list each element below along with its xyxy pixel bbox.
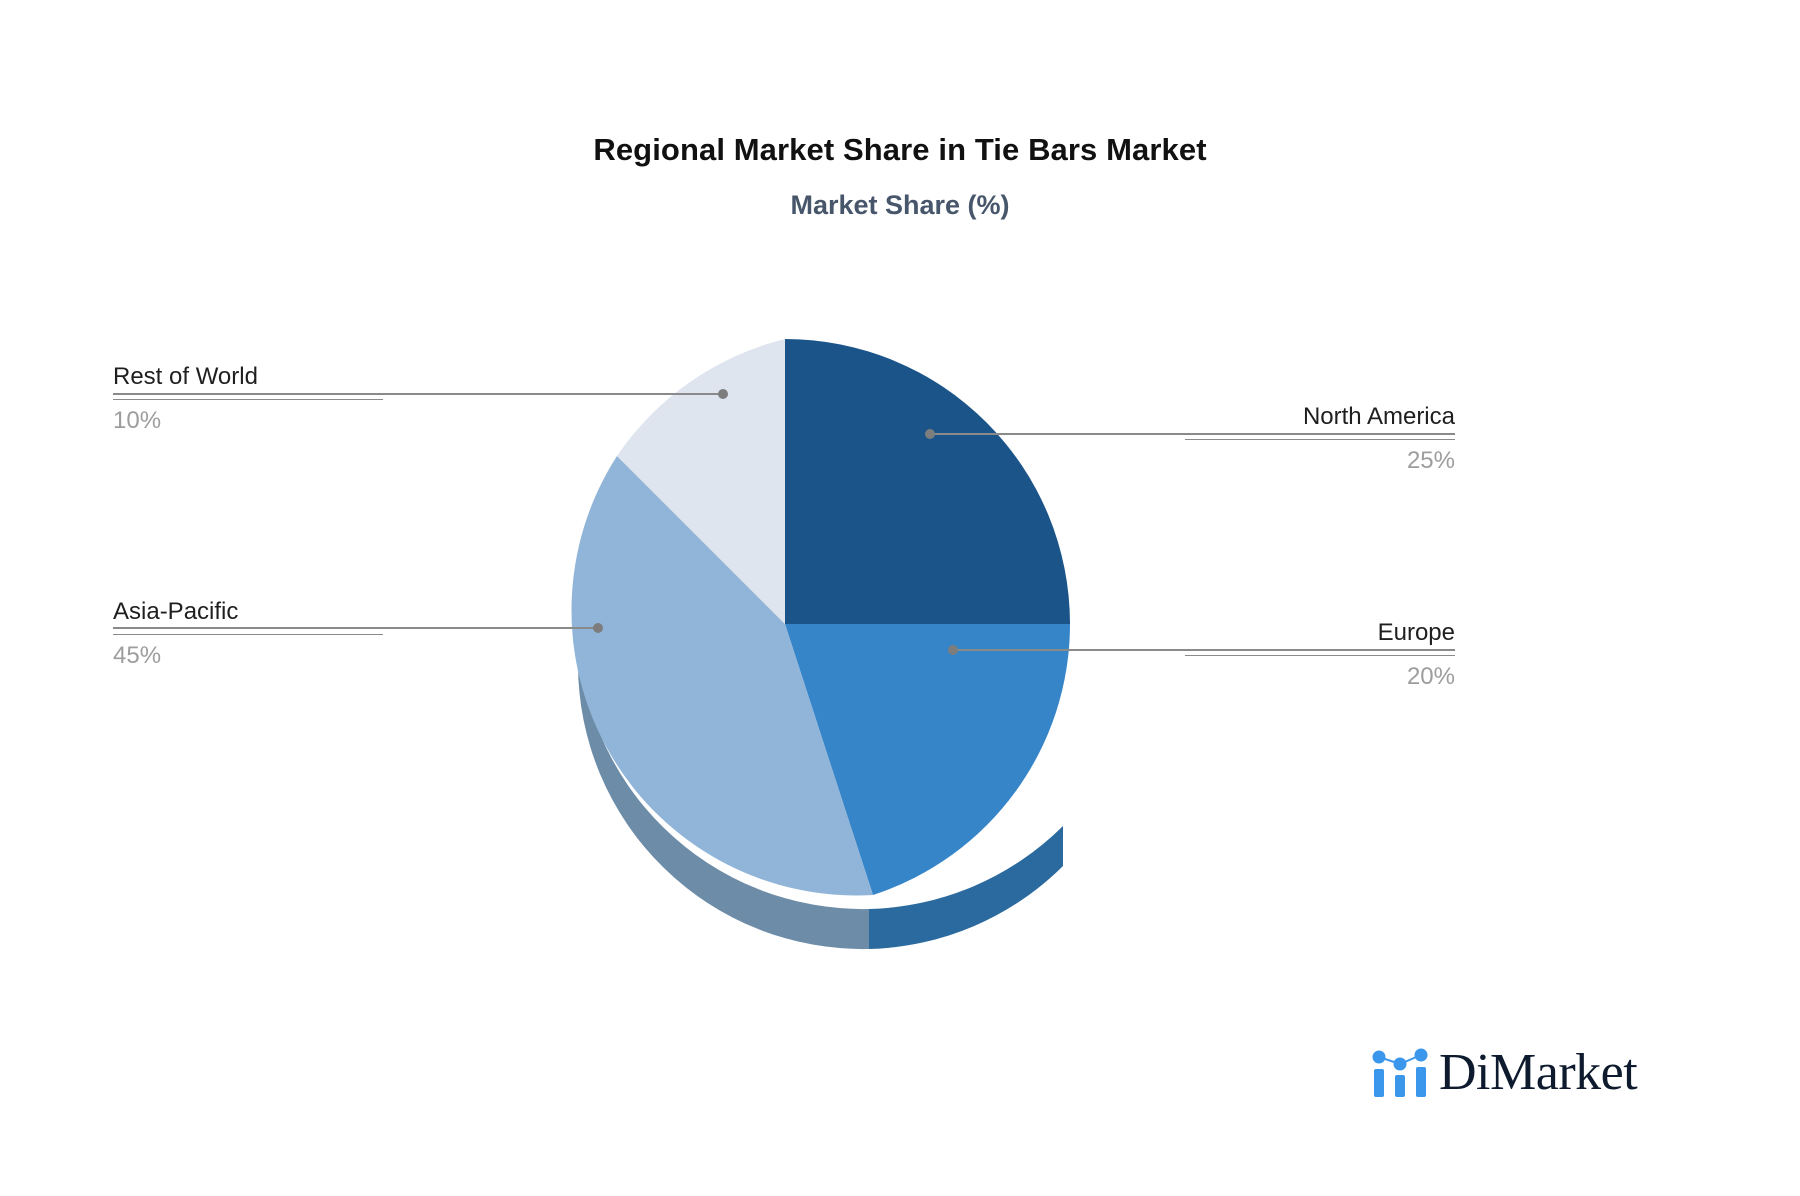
slice-label-europe: Europe 20% — [1185, 618, 1455, 692]
slice-label-rule — [1185, 655, 1455, 656]
slice-label-north-america: North America 25% — [1185, 402, 1455, 476]
leader-dot-europe — [948, 645, 958, 655]
slice-label-rest-of-world: Rest of World 10% — [113, 362, 383, 436]
brand-name: DiMarket — [1439, 1044, 1638, 1101]
slice-label-asia-pacific: Asia-Pacific 45% — [113, 597, 383, 671]
slice-label-name: North America — [1302, 403, 1455, 430]
slice-label-rule — [113, 634, 383, 635]
slice-label-name: Europe — [1377, 619, 1455, 646]
slice-label-name: Asia-Pacific — [113, 598, 239, 625]
chart-title: Regional Market Share in Tie Bars Market — [593, 132, 1207, 167]
pie-side-europe — [869, 826, 1063, 949]
leader-dot-rest-of-world — [718, 389, 728, 399]
pie-top-face — [571, 339, 1070, 896]
slice-label-value: 10% — [113, 407, 162, 434]
pie-slice-asia-pacific[interactable] — [571, 456, 873, 896]
slice-label-rule — [113, 399, 383, 400]
slice-label-rule — [1185, 439, 1455, 440]
slice-label-name: Rest of World — [113, 363, 258, 390]
leader-dot-north-america — [925, 429, 935, 439]
pie-slice-rest-of-world[interactable] — [617, 339, 785, 624]
brand-logo: DiMarket — [1371, 1044, 1638, 1101]
leader-dot-asia-pacific — [593, 623, 603, 633]
leader-dots — [593, 389, 958, 655]
slice-label-value: 45% — [113, 642, 162, 669]
slice-label-value: 25% — [1406, 447, 1455, 474]
chart-subtitle: Market Share (%) — [790, 190, 1010, 220]
slice-label-value: 20% — [1406, 663, 1455, 690]
pie-side-asia-pacific — [577, 624, 869, 950]
pie-slice-europe[interactable] — [785, 624, 1070, 895]
bar-chart-dots-icon — [1372, 1048, 1428, 1097]
pie-slice-north-america[interactable] — [785, 339, 1070, 624]
pie-3d-depth — [577, 624, 1063, 950]
